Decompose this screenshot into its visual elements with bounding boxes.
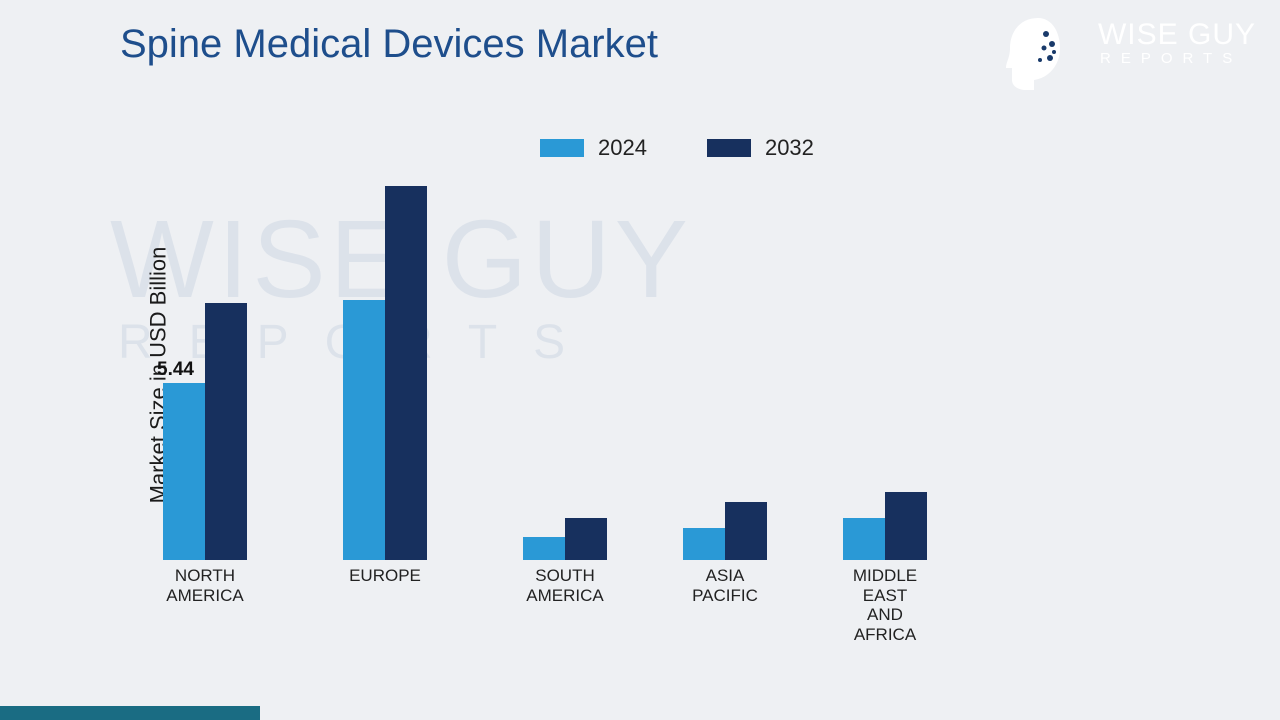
bar bbox=[885, 492, 927, 560]
bar bbox=[523, 537, 565, 560]
legend-swatch bbox=[540, 139, 584, 157]
legend-swatch bbox=[707, 139, 751, 157]
bar bbox=[205, 303, 247, 560]
bar-group: MIDDLEEASTANDAFRICA bbox=[820, 492, 950, 560]
bar-group: EUROPE bbox=[320, 186, 450, 560]
bar bbox=[725, 502, 767, 561]
bar bbox=[163, 383, 205, 560]
bar bbox=[385, 186, 427, 560]
bar-group: ASIAPACIFIC bbox=[660, 502, 790, 561]
bar bbox=[565, 518, 607, 560]
legend: 2024 2032 bbox=[540, 135, 814, 161]
plot-area: 5.44NORTHAMERICA EUROPE SOUTHAMERICA ASIAPA… bbox=[130, 170, 950, 560]
right-panel bbox=[960, 0, 1280, 720]
chart-area: Market Size in USD Billion 5.44NORTHAMER… bbox=[100, 150, 960, 600]
x-axis-label: MIDDLEEASTANDAFRICA bbox=[810, 560, 960, 644]
legend-item: 2024 bbox=[540, 135, 647, 161]
x-axis-label: EUROPE bbox=[310, 560, 460, 586]
brand-line2: REPORTS bbox=[1098, 50, 1256, 67]
legend-label: 2024 bbox=[598, 135, 647, 161]
bottom-accent-bar bbox=[0, 706, 260, 720]
bar bbox=[343, 300, 385, 560]
brand-head-icon bbox=[1000, 14, 1070, 94]
x-axis-label: ASIAPACIFIC bbox=[650, 560, 800, 605]
bar-group: 5.44NORTHAMERICA bbox=[140, 303, 270, 560]
legend-label: 2032 bbox=[765, 135, 814, 161]
x-axis-label: NORTHAMERICA bbox=[130, 560, 280, 605]
bar bbox=[683, 528, 725, 561]
bar-group: SOUTHAMERICA bbox=[500, 518, 630, 560]
brand-line1: WISE GUY bbox=[1098, 18, 1256, 52]
chart-title: Spine Medical Devices Market bbox=[120, 22, 658, 67]
x-axis-label: SOUTHAMERICA bbox=[490, 560, 640, 605]
legend-item: 2032 bbox=[707, 135, 814, 161]
bar bbox=[843, 518, 885, 560]
brand-logo: WISE GUY REPORTS bbox=[1098, 18, 1256, 67]
bar-value-label: 5.44 bbox=[157, 359, 194, 381]
